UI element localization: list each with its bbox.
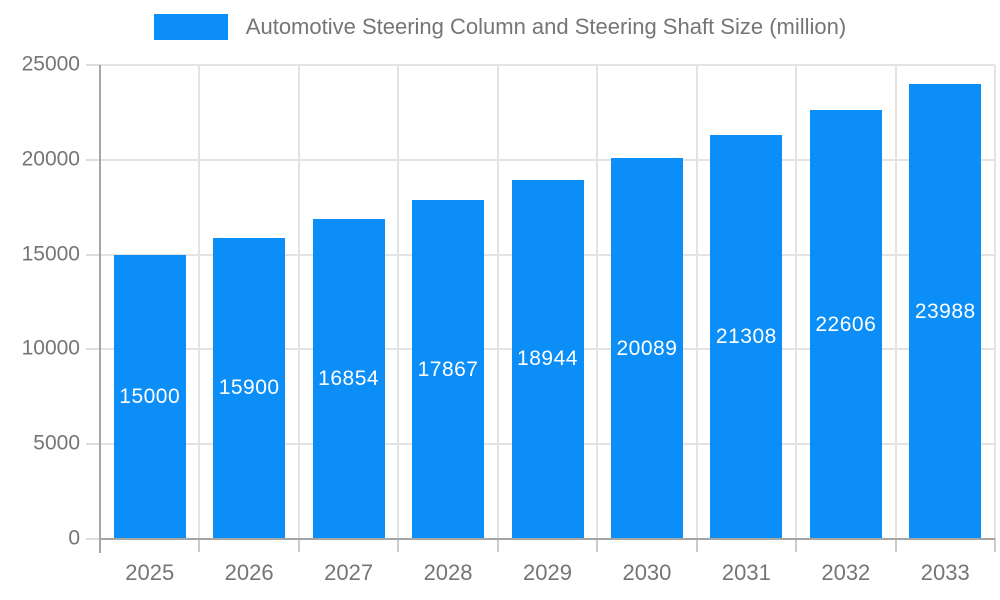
legend-swatch-icon (153, 14, 228, 40)
legend: Automotive Steering Column and Steering … (0, 14, 1000, 40)
bar-value-label: 22606 (815, 312, 877, 336)
bar-value-label: 18944 (517, 347, 578, 371)
bar-value-label: 15000 (119, 384, 181, 408)
y-tick-label: 0 (68, 526, 80, 550)
y-axis-tick (86, 158, 100, 161)
x-axis-tick (596, 539, 599, 552)
x-axis-tick (397, 539, 400, 552)
bar: 21308 (710, 135, 783, 539)
plot-area: 15000 15900 16854 17867 18944 20089 21308 22606… (86, 64, 996, 552)
y-tick-label: 10000 (21, 336, 80, 360)
x-tick-label: 2027 (324, 560, 374, 585)
x-axis-tick (795, 539, 798, 552)
y-axis-tick (86, 538, 100, 540)
y-tick-label: 25000 (21, 52, 80, 76)
bar: 20089 (610, 158, 683, 539)
x-axis-tick (994, 539, 996, 552)
bar: 15900 (213, 237, 286, 539)
x-axis-tick (695, 539, 698, 552)
x-axis-tick (198, 539, 201, 552)
y-axis-tick (86, 253, 100, 256)
y-axis-tick (86, 443, 100, 446)
y-axis-labels: 0 5000 10000 15000 20000 25000 (0, 53, 80, 550)
x-axis-tick (297, 539, 300, 552)
y-axis-tick (86, 348, 100, 351)
bar: 22606 (809, 110, 882, 539)
x-tick-label: 2029 (523, 560, 572, 585)
y-tick-label: 5000 (33, 431, 80, 455)
gridline-vertical (894, 65, 897, 539)
bar: 16854 (312, 219, 385, 539)
y-axis-tick (86, 64, 100, 66)
x-axis-labels: 2025 2026 2027 2028 2029 2030 2031 2032 2033 (100, 558, 995, 590)
gridline-vertical (297, 65, 300, 539)
bar-value-label: 15900 (218, 376, 280, 400)
bar-value-label: 23988 (914, 299, 976, 323)
x-tick-label: 2032 (821, 560, 871, 585)
gridline-horizontal (86, 158, 995, 161)
gridline-vertical (397, 65, 400, 539)
x-tick-label: 2033 (920, 560, 970, 585)
bar: 15000 (113, 254, 186, 539)
y-tick-label: 20000 (21, 147, 80, 171)
x-tick-label: 2030 (622, 560, 672, 585)
gridline-vertical (994, 65, 996, 539)
x-tick-label: 2028 (423, 560, 473, 585)
gridline-vertical (596, 65, 599, 539)
x-tick-label: 2025 (125, 560, 175, 585)
legend-item[interactable]: Automotive Steering Column and Steering … (153, 14, 847, 40)
legend-label: Automotive Steering Column and Steering … (245, 14, 847, 39)
bar-value-label: 16854 (318, 367, 380, 391)
y-tick-label: 15000 (21, 242, 80, 266)
gridline-vertical (795, 65, 798, 539)
gridline-horizontal (86, 64, 995, 66)
bar: 18944 (511, 179, 584, 539)
gridline-vertical (695, 65, 698, 539)
gridline-vertical (496, 65, 499, 539)
bar-value-label: 21308 (715, 325, 777, 348)
bar: 17867 (412, 200, 485, 539)
gridline-vertical (198, 65, 201, 539)
x-tick-label: 2031 (721, 560, 771, 585)
bar: 23988 (909, 84, 982, 539)
x-tick-label: 2026 (224, 560, 274, 585)
bar-value-label: 17867 (417, 357, 479, 381)
x-axis-tick (894, 539, 897, 552)
x-axis-line (100, 538, 995, 540)
x-axis-tick (496, 539, 499, 552)
bar-value-label: 20089 (616, 336, 678, 360)
y-axis-line (99, 65, 101, 553)
